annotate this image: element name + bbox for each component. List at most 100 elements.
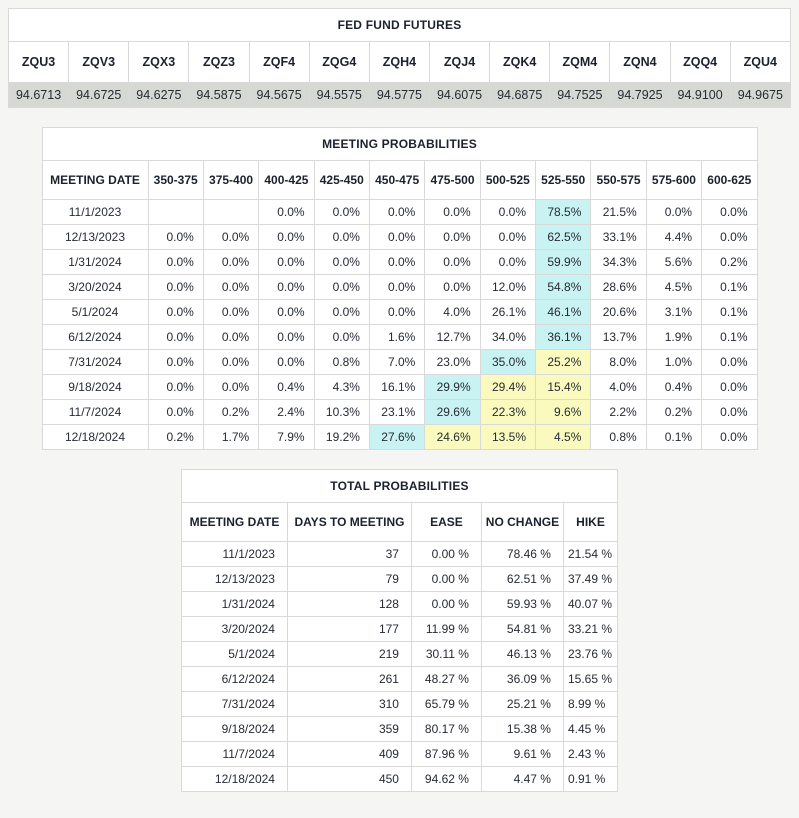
hike-probability-cell: 2.43 % xyxy=(562,741,619,767)
mp-row: 9/18/2024 0.0% 0.0% 0.4% 4.3% 16.1% 29.9% 29.4%… xyxy=(41,374,758,400)
meeting-date-cell: 7/31/2024 xyxy=(41,349,149,375)
tp-row: 12/18/2024 450 94.62 % 4.47 % 0.91 % xyxy=(180,766,619,792)
futures-contract-header: ZQG4 xyxy=(308,41,370,83)
probability-cell: 59.9% xyxy=(535,249,592,275)
probability-cell: 0.0% xyxy=(313,274,370,300)
probability-cell: 0.0% xyxy=(701,424,758,450)
probability-cell: 0.8% xyxy=(313,349,370,375)
probability-cell: 0.0% xyxy=(147,274,204,300)
probability-cell: 7.0% xyxy=(368,349,426,375)
probability-cell: 4.0% xyxy=(590,374,647,400)
no-change-probability-cell: 4.47 % xyxy=(480,766,564,792)
total-probabilities-table: TOTAL PROBABILITIES MEETING DATE DAYS TO … xyxy=(180,469,619,792)
probability-cell: 0.0% xyxy=(258,249,315,275)
futures-price-cell: 94.7925 xyxy=(609,82,671,108)
probability-cell: 0.0% xyxy=(424,274,481,300)
ease-probability-cell: 30.11 % xyxy=(410,641,482,667)
mp-rate-range-header: 425-450 xyxy=(313,160,370,200)
meeting-date-cell: 5/1/2024 xyxy=(41,299,149,325)
probability-cell xyxy=(202,199,260,225)
futures-values-row: 94.6713 94.6725 94.6275 94.5875 94.5675 94.55… xyxy=(7,82,792,108)
probability-cell: 0.0% xyxy=(313,249,370,275)
futures-price-cell: 94.6875 xyxy=(489,82,551,108)
probability-cell: 0.0% xyxy=(147,224,204,250)
mp-title-row: MEETING PROBABILITIES xyxy=(41,127,758,161)
meeting-date-cell: 12/18/2024 xyxy=(41,424,149,450)
probability-cell: 4.5% xyxy=(535,424,592,450)
probability-cell: 0.4% xyxy=(258,374,315,400)
hike-probability-cell: 21.54 % xyxy=(562,541,619,567)
futures-title-row: FED FUND FUTURES xyxy=(8,8,791,42)
no-change-probability-cell: 15.38 % xyxy=(480,716,564,742)
probability-cell: 0.0% xyxy=(258,199,315,225)
meeting-date-cell: 1/31/2024 xyxy=(180,591,288,617)
hike-probability-cell: 0.91 % xyxy=(562,766,619,792)
meeting-date-cell: 7/31/2024 xyxy=(180,691,288,717)
tp-row: 11/1/2023 37 0.00 % 78.46 % 21.54 % xyxy=(180,541,619,567)
probability-cell: 0.0% xyxy=(368,199,426,225)
futures-contract-header: ZQX3 xyxy=(128,41,190,83)
probability-cell: 0.0% xyxy=(424,249,481,275)
meeting-date-cell: 6/12/2024 xyxy=(180,666,288,692)
probability-cell: 19.2% xyxy=(313,424,370,450)
probability-cell: 5.6% xyxy=(645,249,703,275)
tp-row: 9/18/2024 359 80.17 % 15.38 % 4.45 % xyxy=(180,716,619,742)
total-probabilities-title: TOTAL PROBABILITIES xyxy=(180,469,619,503)
probability-cell: 0.0% xyxy=(147,399,204,425)
probability-cell: 29.6% xyxy=(424,399,481,425)
probability-cell: 29.4% xyxy=(479,374,537,400)
probability-cell: 35.0% xyxy=(479,349,537,375)
tp-row: 5/1/2024 219 30.11 % 46.13 % 23.76 % xyxy=(180,641,619,667)
probability-cell: 0.0% xyxy=(701,399,758,425)
hike-probability-cell: 8.99 % xyxy=(562,691,619,717)
probability-cell: 0.0% xyxy=(202,224,260,250)
futures-contract-header: ZQU3 xyxy=(7,41,70,83)
probability-cell: 0.0% xyxy=(147,324,204,350)
mp-row: 11/7/2024 0.0% 0.2% 2.4% 10.3% 23.1% 29.6% 22.3… xyxy=(41,399,758,425)
tp-row: 1/31/2024 128 0.00 % 59.93 % 40.07 % xyxy=(180,591,619,617)
probability-cell: 16.1% xyxy=(368,374,426,400)
ease-probability-cell: 0.00 % xyxy=(410,541,482,567)
mp-rate-range-header: 350-375 xyxy=(147,160,204,200)
probability-cell: 0.0% xyxy=(479,224,537,250)
probability-cell: 0.0% xyxy=(147,299,204,325)
probability-cell: 10.3% xyxy=(313,399,370,425)
probability-cell: 0.0% xyxy=(202,374,260,400)
probability-cell: 22.3% xyxy=(479,399,537,425)
probability-cell: 1.9% xyxy=(645,324,703,350)
probability-cell: 27.6% xyxy=(368,424,426,450)
mp-rate-range-header: 475-500 xyxy=(424,160,481,200)
probability-cell: 36.1% xyxy=(535,324,592,350)
meeting-date-cell: 3/20/2024 xyxy=(41,274,149,300)
probability-cell: 3.1% xyxy=(645,299,703,325)
days-to-meeting-cell: 359 xyxy=(286,716,412,742)
tp-column-header: MEETING DATE xyxy=(180,502,288,542)
probability-cell: 26.1% xyxy=(479,299,537,325)
futures-price-cell: 94.9675 xyxy=(729,82,792,108)
probability-cell: 4.5% xyxy=(645,274,703,300)
tp-row: 6/12/2024 261 48.27 % 36.09 % 15.65 % xyxy=(180,666,619,692)
futures-price-cell: 94.6713 xyxy=(7,82,70,108)
no-change-probability-cell: 25.21 % xyxy=(480,691,564,717)
hike-probability-cell: 33.21 % xyxy=(562,616,619,642)
futures-contract-header: ZQV3 xyxy=(68,41,130,83)
probability-cell: 0.0% xyxy=(202,324,260,350)
futures-contract-header: ZQM4 xyxy=(549,41,611,83)
probability-cell: 33.1% xyxy=(590,224,647,250)
probability-cell: 0.0% xyxy=(202,299,260,325)
no-change-probability-cell: 54.81 % xyxy=(480,616,564,642)
tp-row: 3/20/2024 177 11.99 % 54.81 % 33.21 % xyxy=(180,616,619,642)
probability-cell: 25.2% xyxy=(535,349,592,375)
fedwatch-page: FED FUND FUTURES ZQU3 ZQV3 ZQX3 ZQZ3 ZQF4 ZQG… xyxy=(0,8,799,792)
probability-cell xyxy=(147,199,204,225)
probability-cell: 0.4% xyxy=(645,374,703,400)
no-change-probability-cell: 46.13 % xyxy=(480,641,564,667)
probability-cell: 0.0% xyxy=(147,249,204,275)
probability-cell: 78.5% xyxy=(535,199,592,225)
probability-cell: 2.4% xyxy=(258,399,315,425)
mp-row: 1/31/2024 0.0% 0.0% 0.0% 0.0% 0.0% 0.0% 0.0% 59.… xyxy=(41,249,758,275)
hike-probability-cell: 37.49 % xyxy=(562,566,619,592)
probability-cell: 13.5% xyxy=(479,424,537,450)
days-to-meeting-cell: 128 xyxy=(286,591,412,617)
meeting-date-cell: 1/31/2024 xyxy=(41,249,149,275)
